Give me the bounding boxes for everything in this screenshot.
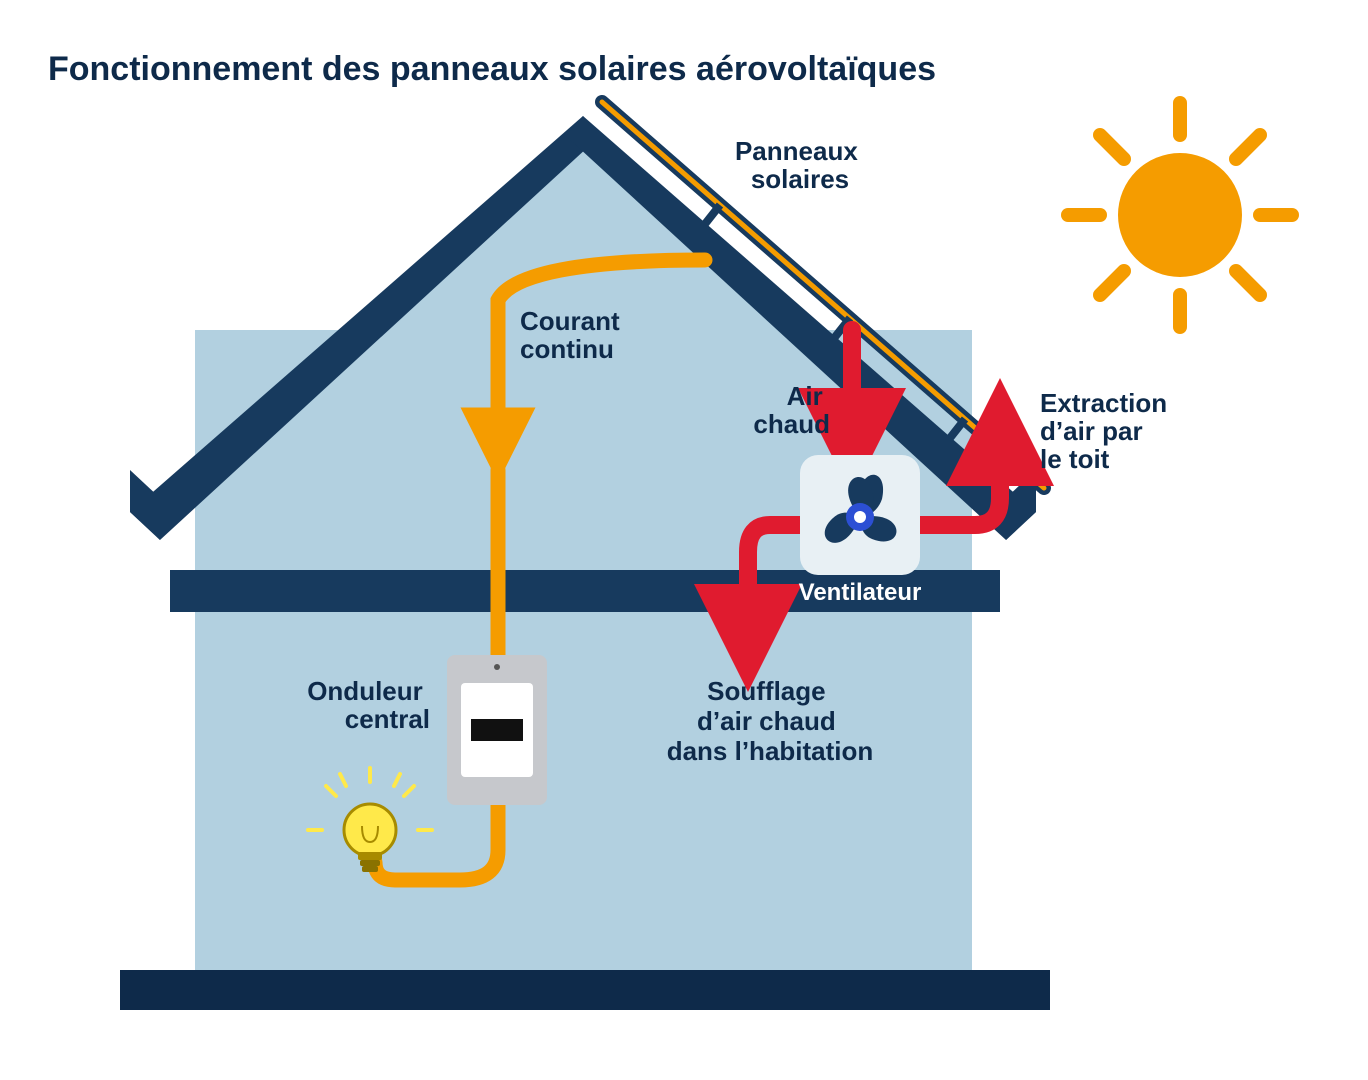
label-fan: Ventilateur <box>799 579 922 606</box>
sun-icon <box>1068 103 1292 327</box>
label-panels: Panneaux solaires <box>735 136 865 194</box>
fan-icon <box>800 455 920 575</box>
inverter-icon <box>447 655 547 805</box>
label-extraction: Extraction d’air par le toit <box>1040 388 1174 474</box>
label-dc: Courant continu <box>520 306 627 364</box>
diagram-title: Fonctionnement des panneaux solaires aér… <box>48 50 936 88</box>
house-base <box>120 970 1050 1010</box>
